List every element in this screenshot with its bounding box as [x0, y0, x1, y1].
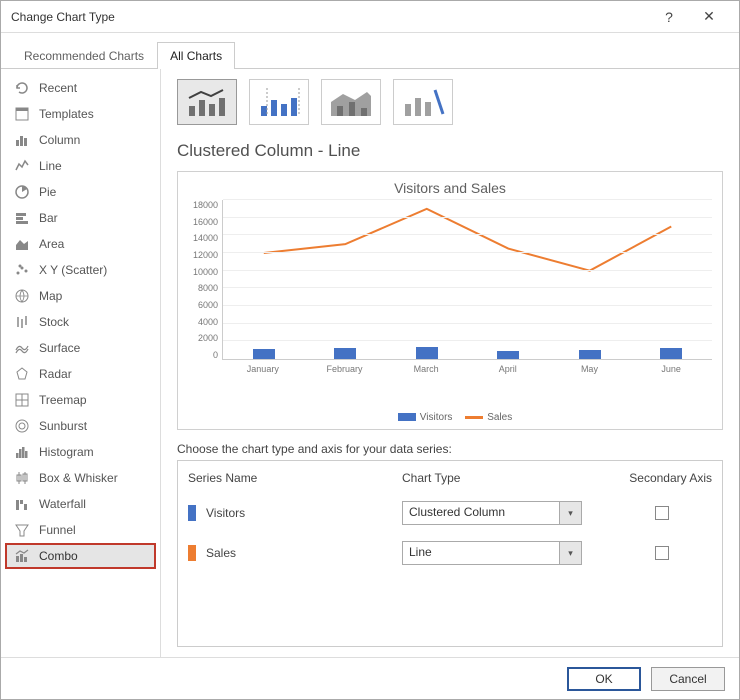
sidebar-item-label: Column: [39, 133, 80, 147]
series-row-sales: Sales Line ▾: [188, 533, 712, 573]
chart-legend: Visitors Sales: [188, 412, 712, 423]
series-header-name: Series Name: [188, 471, 392, 485]
area-icon: [13, 235, 31, 253]
sidebar-item-label: Map: [39, 289, 62, 303]
chart-y-axis: 1800016000140001200010000800060004000200…: [188, 200, 222, 360]
subtype-clustered-column-line[interactable]: [177, 79, 237, 125]
sidebar-item-label: Funnel: [39, 523, 76, 537]
sidebar-item-pie[interactable]: Pie: [5, 179, 156, 205]
pie-icon: [13, 183, 31, 201]
chart-category-sidebar: Recent Templates Column Line Pie Bar Are…: [1, 69, 161, 657]
chart-preview: Visitors and Sales 180001600014000120001…: [177, 171, 723, 430]
map-icon: [13, 287, 31, 305]
boxwhisker-icon: [13, 469, 31, 487]
dialog-footer: OK Cancel: [1, 657, 739, 699]
tab-recommended-charts[interactable]: Recommended Charts: [11, 42, 157, 69]
sidebar-item-label: Histogram: [39, 445, 94, 459]
surface-icon: [13, 339, 31, 357]
subtype-stacked-area-column[interactable]: [321, 79, 381, 125]
main-panel: Clustered Column - Line Visitors and Sal…: [161, 69, 739, 657]
help-button[interactable]: ?: [649, 9, 689, 25]
sidebar-item-column[interactable]: Column: [5, 127, 156, 153]
sidebar-item-label: Recent: [39, 81, 77, 95]
stock-icon: [13, 313, 31, 331]
scatter-icon: [13, 261, 31, 279]
histogram-icon: [13, 443, 31, 461]
treemap-icon: [13, 391, 31, 409]
sidebar-item-funnel[interactable]: Funnel: [5, 517, 156, 543]
sidebar-item-area[interactable]: Area: [5, 231, 156, 257]
waterfall-icon: [13, 495, 31, 513]
chart-type-dropdown-visitors[interactable]: Clustered Column ▾: [402, 501, 582, 525]
series-color-swatch: [188, 545, 196, 561]
change-chart-type-dialog: Change Chart Type ? ✕ Recommended Charts…: [0, 0, 740, 700]
series-header-axis: Secondary Axis: [612, 471, 712, 485]
series-config-panel: Series Name Chart Type Secondary Axis Vi…: [177, 460, 723, 647]
sidebar-item-label: Box & Whisker: [39, 471, 118, 485]
sidebar-item-line[interactable]: Line: [5, 153, 156, 179]
funnel-icon: [13, 521, 31, 539]
column-icon: [13, 131, 31, 149]
sidebar-item-label: X Y (Scatter): [39, 263, 107, 277]
series-header-type: Chart Type: [402, 471, 602, 485]
chart-x-axis: JanuaryFebruaryMarchAprilMayJune: [222, 364, 712, 374]
series-row-visitors: Visitors Clustered Column ▾: [188, 493, 712, 533]
sidebar-item-templates[interactable]: Templates: [5, 101, 156, 127]
dialog-title: Change Chart Type: [11, 10, 115, 24]
subtype-title: Clustered Column - Line: [177, 141, 723, 161]
radar-icon: [13, 365, 31, 383]
subtype-custom-combo[interactable]: [393, 79, 453, 125]
sidebar-item-radar[interactable]: Radar: [5, 361, 156, 387]
sunburst-icon: [13, 417, 31, 435]
sidebar-item-histogram[interactable]: Histogram: [5, 439, 156, 465]
legend-swatch-sales: [465, 416, 483, 419]
sidebar-item-treemap[interactable]: Treemap: [5, 387, 156, 413]
series-color-swatch: [188, 505, 196, 521]
bar-icon: [13, 209, 31, 227]
tab-strip: Recommended Charts All Charts: [1, 33, 739, 69]
templates-icon: [13, 105, 31, 123]
sidebar-item-label: Templates: [39, 107, 94, 121]
combo-subtype-row: [177, 79, 723, 125]
sidebar-item-stock[interactable]: Stock: [5, 309, 156, 335]
sidebar-item-label: Sunburst: [39, 419, 87, 433]
sidebar-item-label: Line: [39, 159, 62, 173]
sidebar-item-bar[interactable]: Bar: [5, 205, 156, 231]
close-button[interactable]: ✕: [689, 8, 729, 25]
sidebar-item-recent[interactable]: Recent: [5, 75, 156, 101]
chevron-down-icon: ▾: [559, 542, 581, 564]
sidebar-item-label: Surface: [39, 341, 80, 355]
sidebar-item-label: Waterfall: [39, 497, 86, 511]
sidebar-item-map[interactable]: Map: [5, 283, 156, 309]
tab-all-charts[interactable]: All Charts: [157, 42, 235, 69]
sidebar-item-label: Pie: [39, 185, 56, 199]
ok-button[interactable]: OK: [567, 667, 641, 691]
titlebar: Change Chart Type ? ✕: [1, 1, 739, 33]
sidebar-item-label: Area: [39, 237, 64, 251]
sidebar-item-boxwhisker[interactable]: Box & Whisker: [5, 465, 156, 491]
chart-plot-area: [222, 200, 712, 360]
sidebar-item-label: Bar: [39, 211, 58, 225]
line-icon: [13, 157, 31, 175]
chart-title: Visitors and Sales: [188, 180, 712, 196]
sidebar-item-label: Radar: [39, 367, 72, 381]
chevron-down-icon: ▾: [559, 502, 581, 524]
sidebar-item-scatter[interactable]: X Y (Scatter): [5, 257, 156, 283]
secondary-axis-checkbox-sales[interactable]: [655, 546, 669, 560]
secondary-axis-checkbox-visitors[interactable]: [655, 506, 669, 520]
chart-type-dropdown-sales[interactable]: Line ▾: [402, 541, 582, 565]
series-instruction: Choose the chart type and axis for your …: [177, 442, 723, 456]
sidebar-item-label: Combo: [39, 549, 78, 563]
cancel-button[interactable]: Cancel: [651, 667, 725, 691]
subtype-clustered-column-line-secondary[interactable]: [249, 79, 309, 125]
sidebar-item-label: Treemap: [39, 393, 87, 407]
recent-icon: [13, 79, 31, 97]
legend-swatch-visitors: [398, 413, 416, 421]
sidebar-item-sunburst[interactable]: Sunburst: [5, 413, 156, 439]
sidebar-item-waterfall[interactable]: Waterfall: [5, 491, 156, 517]
combo-icon: [13, 547, 31, 565]
sidebar-item-label: Stock: [39, 315, 69, 329]
sidebar-item-combo[interactable]: Combo: [5, 543, 156, 569]
sidebar-item-surface[interactable]: Surface: [5, 335, 156, 361]
